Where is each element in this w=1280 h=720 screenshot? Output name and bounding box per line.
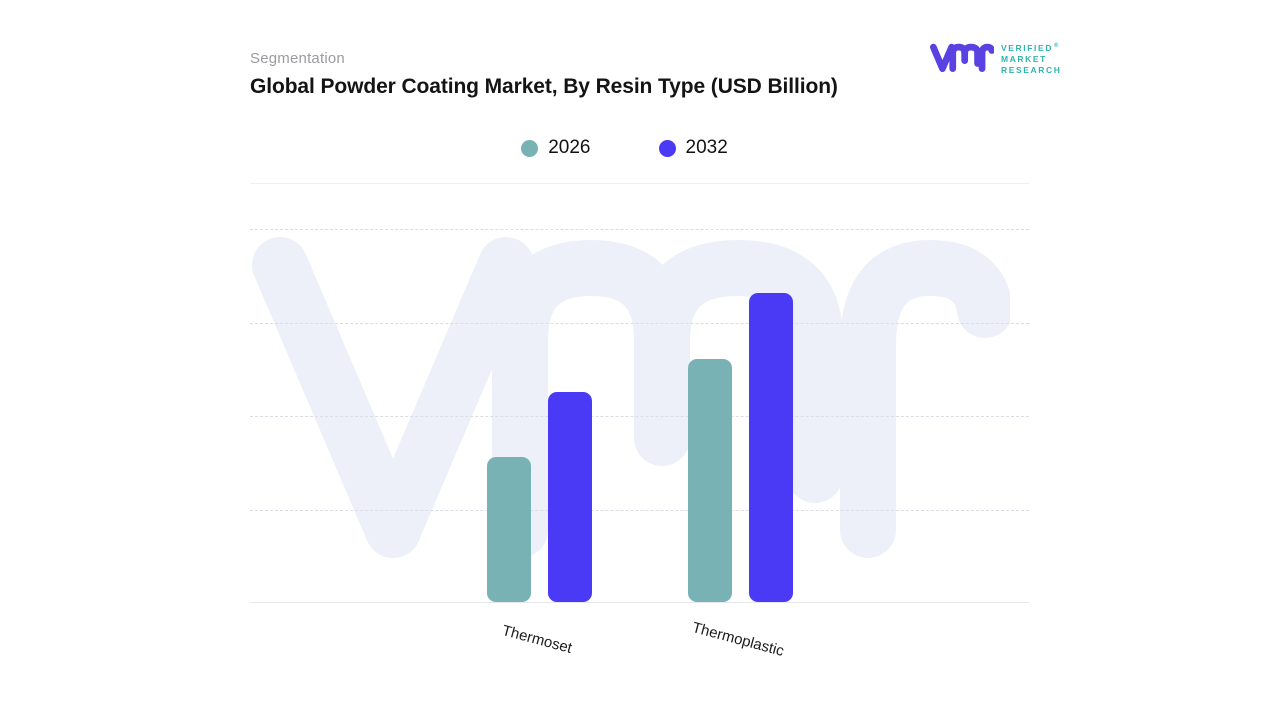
bar-thermoset-2026[interactable] [487, 457, 531, 602]
gridline [250, 509, 1029, 511]
vmr-watermark-icon [252, 237, 1010, 558]
header-separator-line [250, 183, 1029, 184]
registered-trademark-symbol: ® [1054, 43, 1059, 50]
eyebrow-label: Segmentation [250, 50, 345, 67]
logo-line-research: RESEARCH [1001, 64, 1062, 75]
page-title: Global Powder Coating Market, By Resin T… [250, 75, 838, 98]
logo-line-market: MARKET [1001, 53, 1047, 64]
x-axis-label-thermoplastic: Thermoplastic [689, 619, 786, 660]
vmr-monogram-icon [930, 43, 994, 72]
legend-label-2032: 2032 [685, 137, 728, 158]
legend-item-2032[interactable]: 2032 [658, 137, 728, 159]
gridline [250, 416, 1029, 417]
bar-thermoplastic-2026[interactable] [688, 358, 732, 602]
bar-thermoplastic-2032[interactable] [749, 293, 793, 602]
chart-legend: 2026 2032 [235, 136, 1014, 160]
legend-label-2026: 2026 [548, 137, 591, 158]
legend-dot-2032 [658, 139, 676, 157]
vmr-logo-text: VERIFIED® MARKET RESEARCH [1001, 41, 1062, 76]
x-axis-label-thermoset: Thermoset [499, 622, 574, 657]
bar-thermoset-2032[interactable] [548, 391, 592, 602]
legend-dot-2026 [521, 139, 539, 157]
legend-item-2026[interactable]: 2026 [521, 137, 591, 159]
gridline [250, 229, 1029, 230]
vmr-logo: VERIFIED® MARKET RESEARCH [930, 40, 1062, 77]
gridline [250, 322, 1029, 324]
bar-chart-plot: Thermoset Thermoplastic [250, 227, 1029, 660]
logo-line-verified: VERIFIED [1001, 42, 1054, 53]
